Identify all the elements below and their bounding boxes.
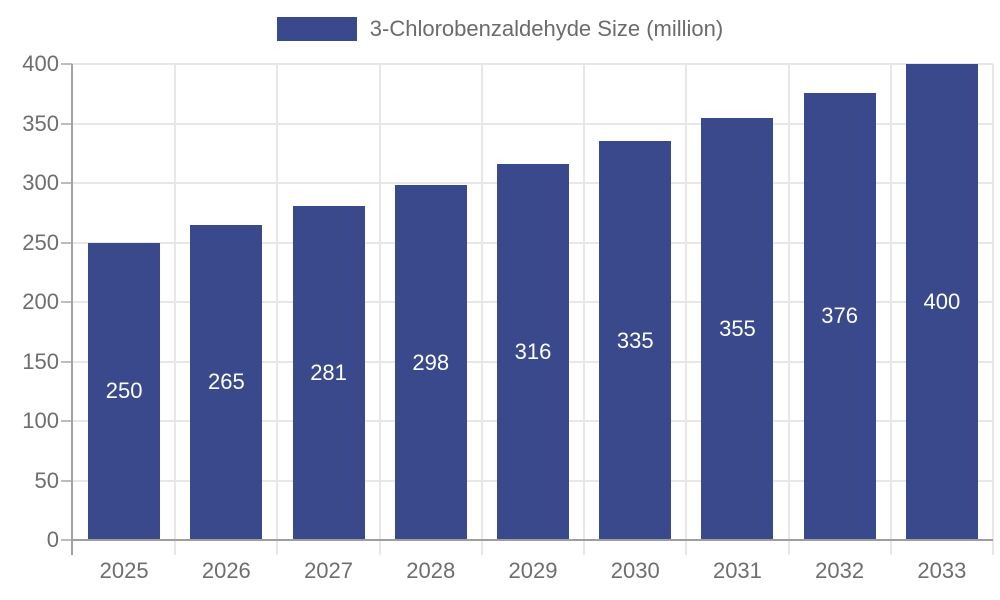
y-axis-tick-label: 50	[34, 467, 59, 493]
h-gridline	[61, 122, 993, 125]
bar-value-label: 298	[412, 349, 450, 375]
y-axis-tick-label: 150	[22, 348, 59, 374]
bar-2029	[497, 163, 569, 540]
x-axis-tick-label: 2032	[815, 558, 865, 583]
bar-2033	[905, 64, 978, 540]
bar-value-label: 355	[719, 315, 756, 341]
h-gridline	[61, 63, 993, 65]
bar-2032	[803, 92, 876, 540]
v-gridline	[787, 64, 790, 555]
bar-value-label: 376	[821, 303, 859, 329]
bar-value-label: 250	[105, 378, 143, 404]
x-axis-tick-label: 2029	[508, 558, 558, 583]
bar-2028	[394, 185, 467, 540]
x-axis-tick-label: 2026	[201, 558, 251, 583]
y-axis-tick-label: 400	[22, 51, 59, 76]
y-axis-tick	[61, 301, 72, 303]
bar-value-label: 281	[310, 359, 347, 385]
x-axis-tick-label: 2033	[917, 558, 967, 583]
y-axis-tick-label: 300	[22, 170, 59, 195]
bar-value-label: 335	[616, 327, 654, 353]
bar-value-label: 400	[923, 289, 961, 314]
x-axis-tick-label: 2027	[304, 558, 354, 583]
bar-2026	[190, 224, 263, 540]
bar-2027	[292, 205, 365, 540]
v-gridline	[174, 64, 177, 555]
bar-2025	[88, 242, 161, 540]
x-axis-tick-label: 2028	[406, 558, 456, 583]
legend: 3-Chlorobenzaldehyde Size (million)	[0, 16, 1000, 42]
y-axis-tick-label: 250	[22, 229, 59, 255]
y-axis-tick	[61, 479, 72, 482]
y-axis-tick-label: 0	[46, 527, 59, 552]
y-axis-line	[71, 64, 73, 555]
y-axis-tick	[61, 122, 72, 125]
bar-2031	[701, 117, 774, 540]
v-gridline	[992, 64, 994, 555]
v-gridline	[378, 64, 381, 555]
bar-value-label: 265	[207, 369, 245, 395]
bar-value-label: 316	[514, 338, 552, 364]
v-gridline	[583, 64, 586, 555]
x-axis-tick-label: 2031	[712, 558, 762, 583]
x-axis-line	[71, 539, 993, 541]
y-axis-tick-label: 200	[22, 289, 59, 314]
y-axis-tick	[61, 360, 72, 363]
bar-2030	[599, 141, 672, 540]
y-axis-tick	[61, 539, 72, 541]
y-axis-tick	[61, 420, 72, 422]
v-gridline	[685, 64, 688, 555]
y-axis-tick	[61, 182, 72, 184]
y-axis-tick	[61, 241, 72, 244]
legend-swatch-icon	[276, 17, 357, 41]
v-gridline	[889, 64, 892, 555]
v-gridline	[276, 64, 279, 555]
legend-label: 3-Chlorobenzaldehyde Size (million)	[369, 16, 724, 41]
y-axis-tick	[61, 63, 72, 65]
v-gridline	[480, 64, 483, 555]
y-axis-tick-label: 350	[22, 110, 59, 136]
y-axis-tick-label: 100	[22, 408, 59, 433]
plot-area: 0 50 100 150 200 250 300 350 400 250 2025 265 2026 28…	[22, 51, 994, 583]
x-axis-tick-label: 2025	[99, 558, 149, 583]
x-axis-tick-label: 2030	[610, 558, 660, 583]
